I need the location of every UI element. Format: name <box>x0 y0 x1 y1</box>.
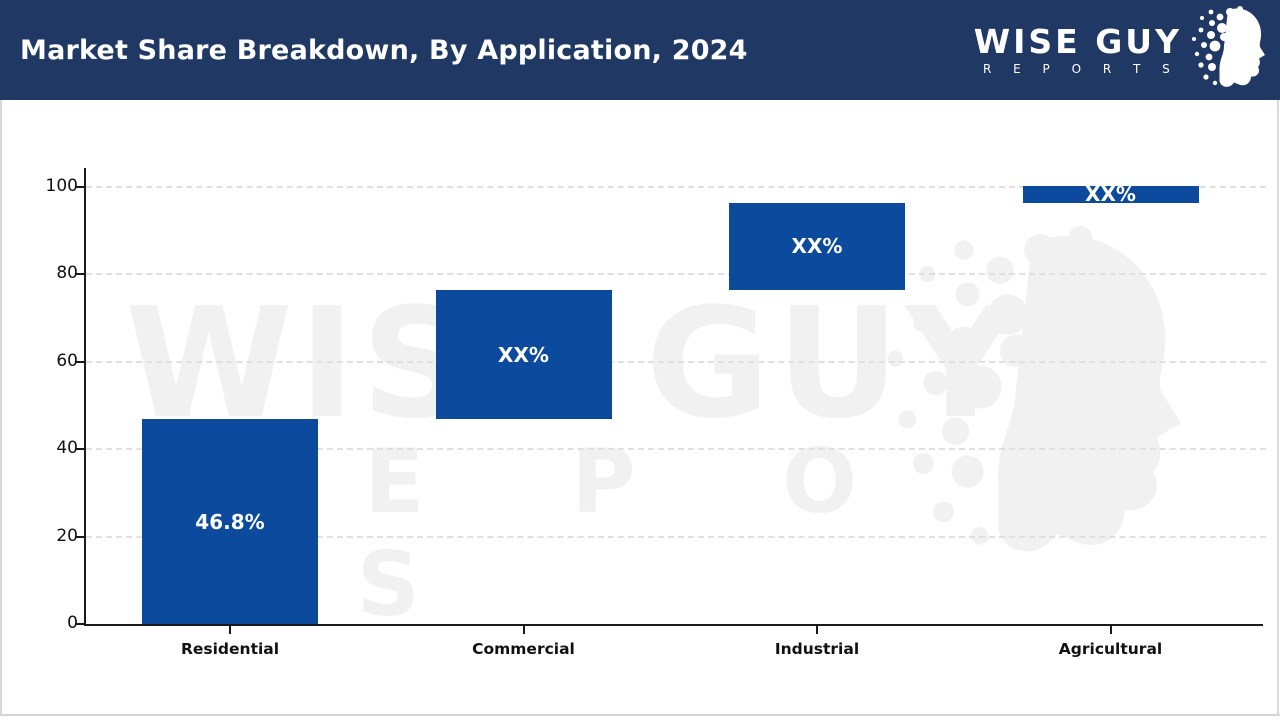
y-tick-mark <box>76 273 84 276</box>
x-axis-label-residential: Residential <box>180 640 280 658</box>
bar-value-label: XX% <box>498 342 549 367</box>
y-tick-mark <box>76 360 84 363</box>
x-tick-mark <box>1109 626 1112 634</box>
bar-agricultural: XX% <box>1022 182 1199 206</box>
bar-value-label: XX% <box>791 234 843 259</box>
canvas-right-border <box>1277 100 1279 714</box>
x-tick-mark <box>229 626 231 634</box>
bar-value-label: 46.8% <box>195 509 265 534</box>
y-tick-mark <box>76 623 84 625</box>
gridline-100 <box>86 186 1266 188</box>
logo-wordmark: WISE GUY <box>973 22 1182 61</box>
wise-guy-logo: WISE GUY R E P O R T S <box>974 4 1266 96</box>
x-tick-mark <box>522 626 525 634</box>
y-tick-label: 60 <box>56 350 78 371</box>
logo-face-icon <box>1184 4 1266 96</box>
bar-industrial: XX% <box>729 202 905 290</box>
bar-value-label: XX% <box>1085 182 1136 207</box>
gridline-20 <box>86 535 1266 538</box>
logo-text: WISE GUY R E P O R T S <box>974 25 1182 75</box>
canvas-bottom-border <box>0 714 1280 716</box>
x-tick-mark <box>816 626 818 634</box>
gridline-60 <box>86 360 1266 363</box>
header-bar: Market Share Breakdown, By Application, … <box>0 0 1280 100</box>
canvas-left-border <box>0 100 2 714</box>
gridline-80 <box>86 273 1266 276</box>
y-tick-label: 100 <box>45 176 78 196</box>
x-axis-label-industrial: Industrial <box>774 640 860 658</box>
bar-commercial: XX% <box>435 289 612 420</box>
y-tick-mark <box>76 186 84 188</box>
y-tick-mark <box>76 535 84 538</box>
y-tick-label: 80 <box>56 263 78 284</box>
x-axis-label-commercial: Commercial <box>472 640 575 658</box>
y-tick-label: 0 <box>67 613 78 633</box>
x-axis-spine <box>84 624 1263 626</box>
gridline-40 <box>86 448 1266 451</box>
x-axis-label-agricultural: Agricultural <box>1058 640 1163 658</box>
y-tick-label: 40 <box>56 438 78 459</box>
y-tick-mark <box>76 448 84 451</box>
y-tick-label: 20 <box>56 525 78 546</box>
y-axis-spine <box>84 168 86 626</box>
logo-subtitle: R E P O R T S <box>982 62 1179 76</box>
bar-residential: 46.8% <box>142 419 318 624</box>
page-title: Market Share Breakdown, By Application, … <box>20 34 748 66</box>
